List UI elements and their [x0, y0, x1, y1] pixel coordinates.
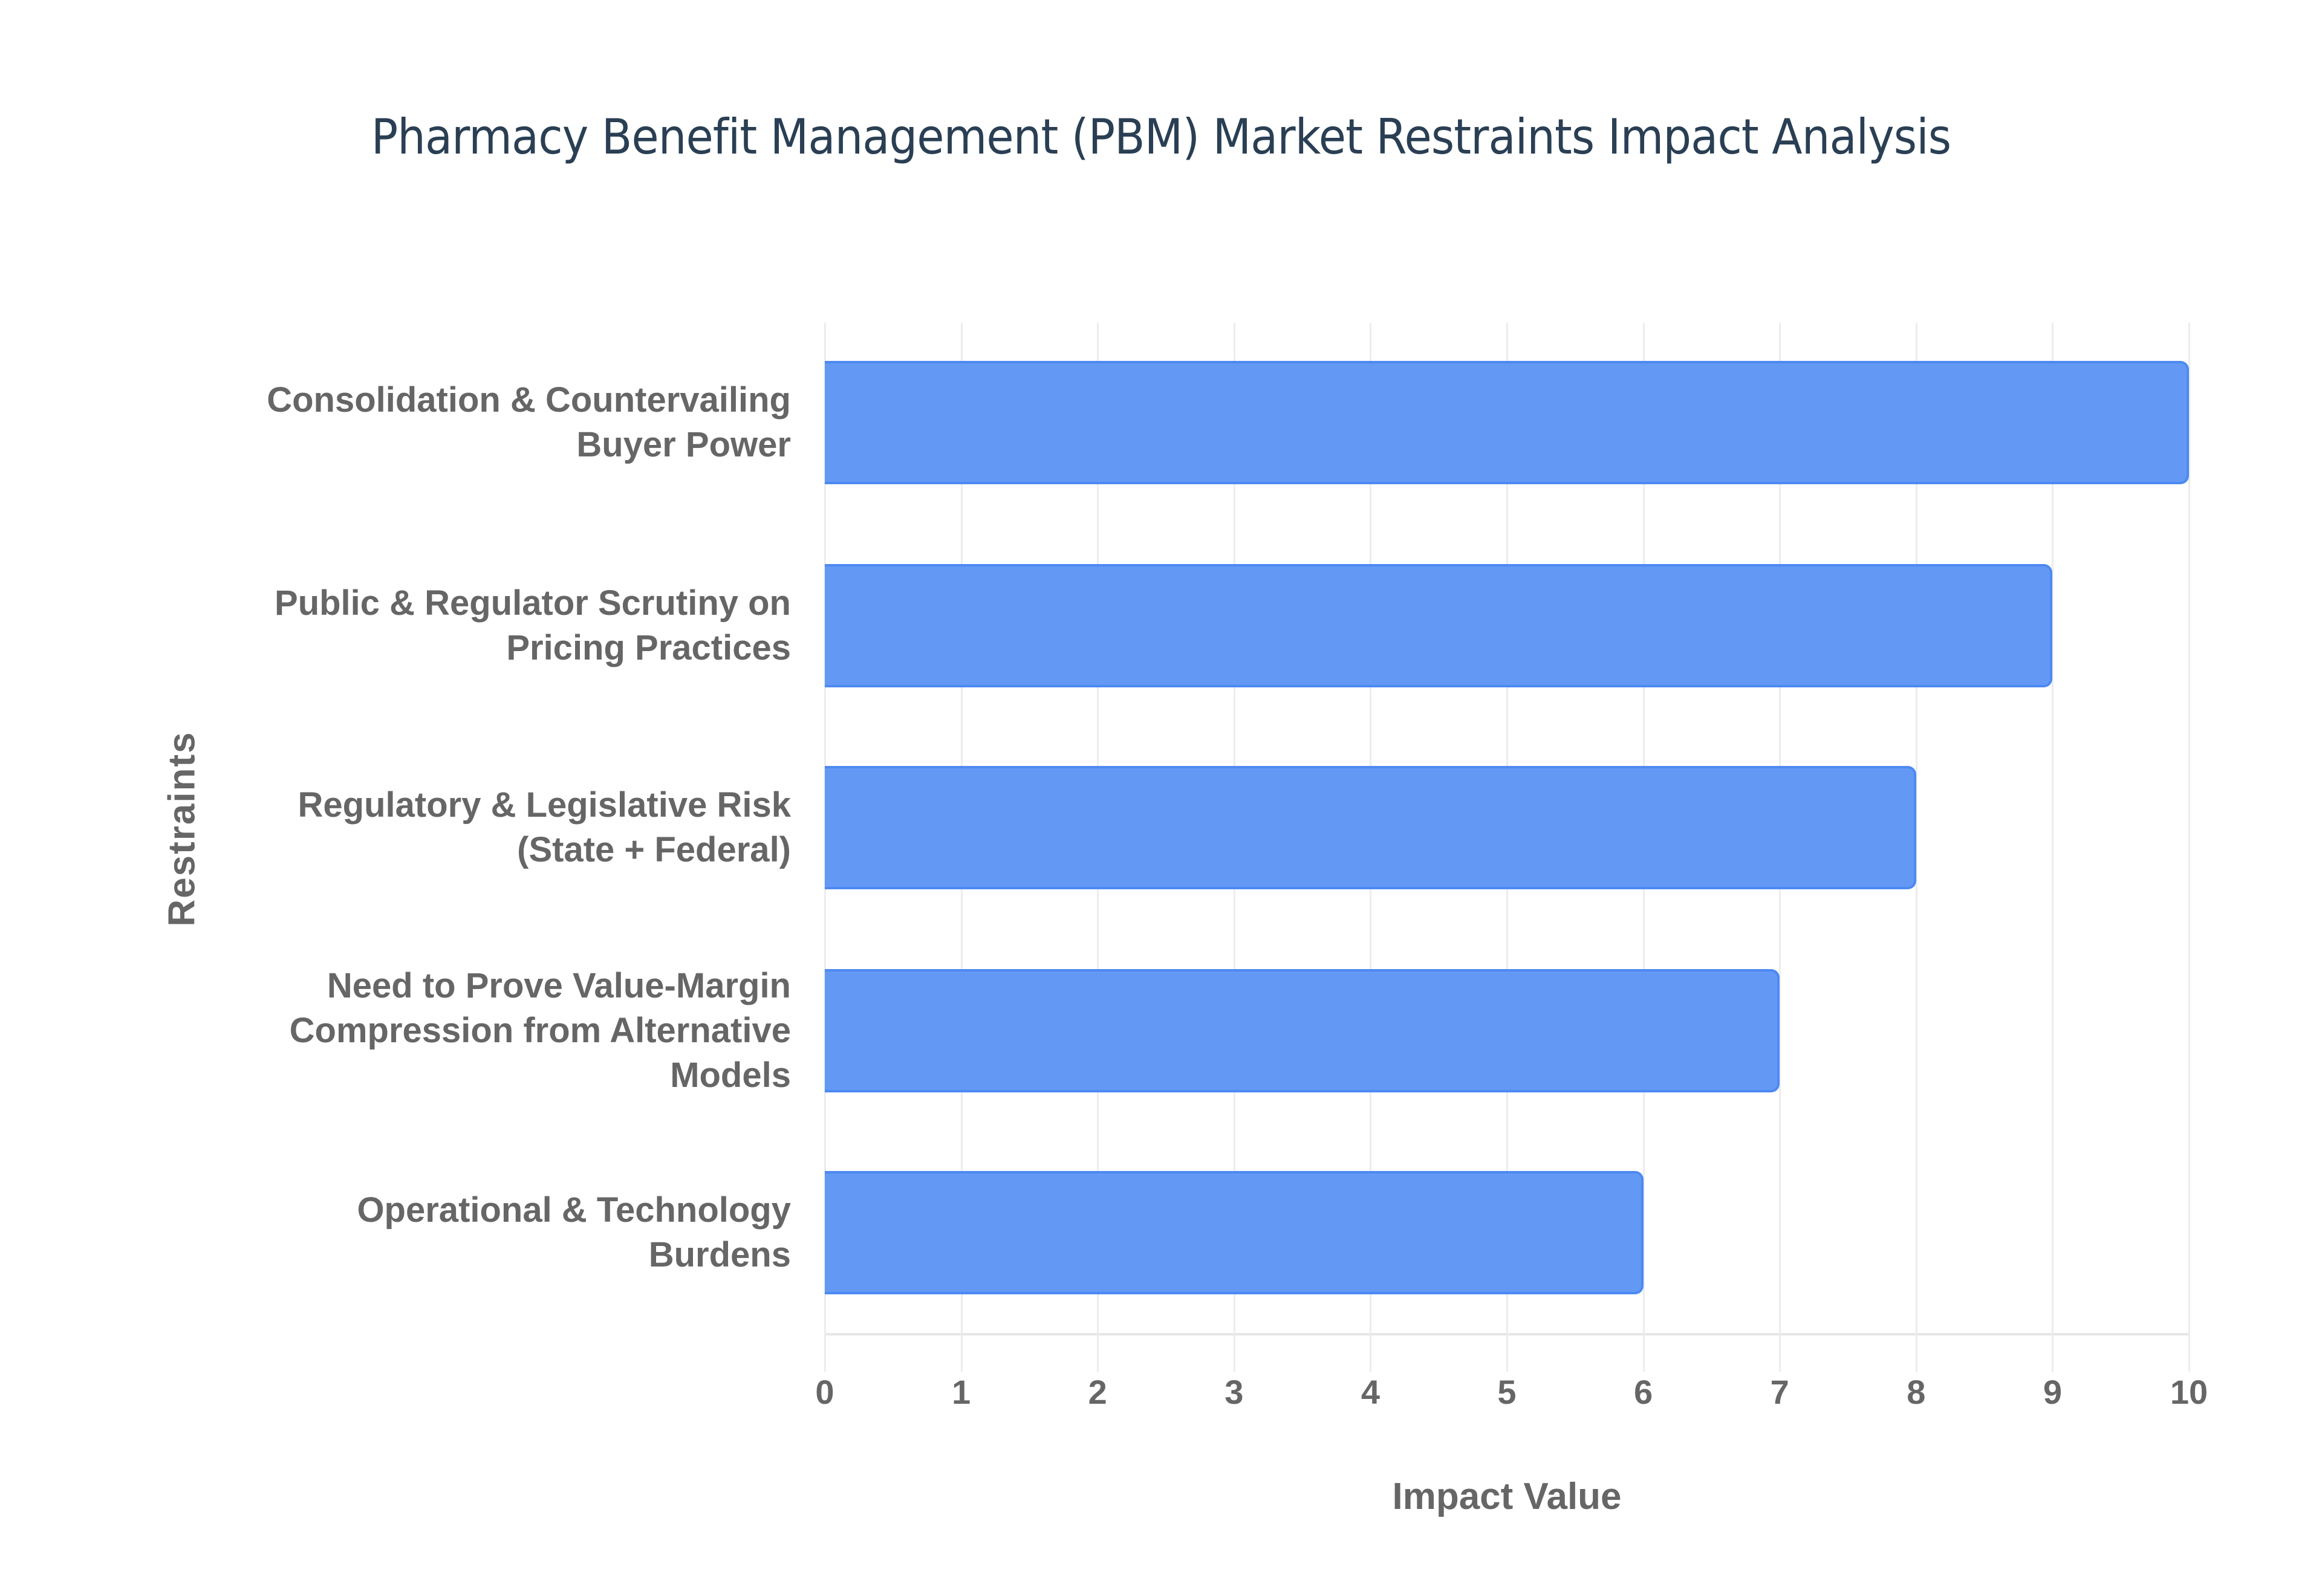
y-category-label: Need to Prove Value-Margin Compression fr… — [289, 966, 791, 1095]
x-axis-title: Impact Value — [1392, 1476, 1622, 1517]
x-tick-label: 10 — [2170, 1373, 2208, 1411]
y-category-label: Public & Regulator Scrutiny on Pricing Pr… — [275, 583, 791, 667]
gridline — [2052, 323, 2054, 1372]
chart-title: Pharmacy Benefit Management (PBM) Market… — [371, 109, 1951, 165]
x-tick-label: 5 — [1497, 1373, 1517, 1411]
x-tick-label: 8 — [1907, 1373, 1926, 1411]
x-tick-label: 9 — [2043, 1373, 2062, 1411]
gridline — [2188, 323, 2190, 1372]
bar[interactable] — [825, 1171, 1644, 1294]
bar[interactable] — [825, 564, 2053, 687]
bar[interactable] — [825, 361, 2189, 484]
y-axis-title: Restraints — [161, 731, 203, 927]
x-tick-label: 2 — [1088, 1373, 1107, 1411]
x-tick-label: 6 — [1634, 1373, 1653, 1411]
plot-area — [824, 323, 2190, 1372]
x-tick-label: 3 — [1224, 1373, 1244, 1411]
y-category-label: Regulatory & Legislative Risk (State + Fe… — [298, 785, 791, 869]
x-tick-label: 0 — [815, 1373, 834, 1411]
x-tick-label: 7 — [1770, 1373, 1789, 1411]
gridline — [1915, 323, 1917, 1372]
bar[interactable] — [825, 766, 1916, 889]
x-tick-label: 4 — [1361, 1373, 1380, 1411]
bar[interactable] — [825, 969, 1780, 1092]
x-tick-label: 1 — [952, 1373, 971, 1411]
y-category-label: Operational & Technology Burdens — [357, 1190, 791, 1274]
y-category-label: Consolidation & Countervailing Buyer Powe… — [267, 380, 791, 464]
